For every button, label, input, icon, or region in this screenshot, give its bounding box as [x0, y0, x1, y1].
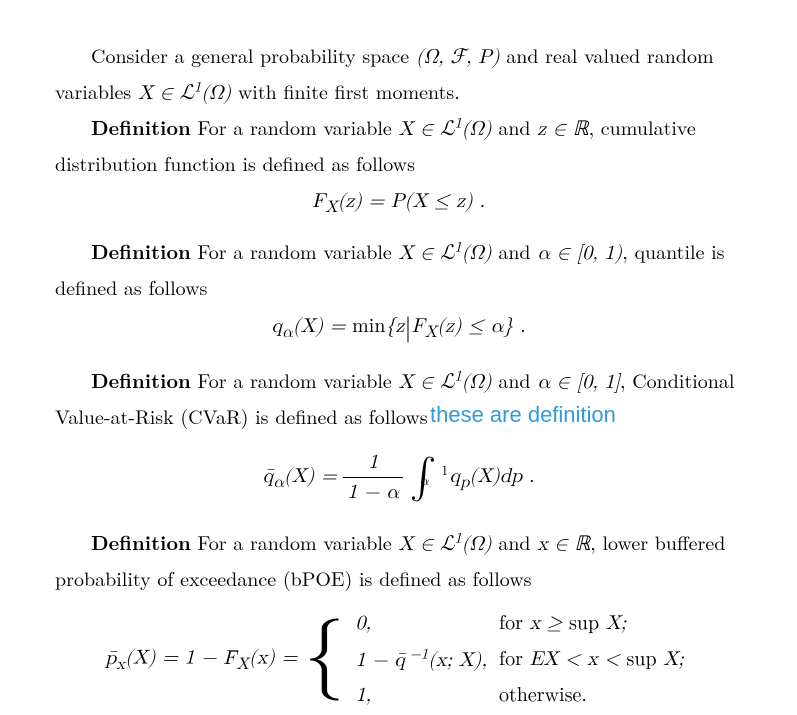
case-cond: otherwise. [499, 685, 587, 705]
int-lower: α [420, 461, 429, 501]
text: Consider a general probability space [91, 40, 416, 69]
text: For a random variable [191, 365, 399, 394]
text: and [492, 112, 538, 141]
def-quantile-line-2: defined as follows [55, 272, 742, 301]
alpha-in-01closed: α ∈ [0, 1] [537, 372, 620, 392]
int-upper: 1 [441, 451, 448, 491]
text: and [492, 236, 538, 265]
cdf-formula: FX(z) = P(X ≤ z) . [55, 187, 742, 220]
left-brace-icon: { [304, 614, 345, 696]
alpha-in-01open: α ∈ [0, 1) [537, 243, 622, 263]
text: and [492, 365, 538, 394]
text: , quantile is [622, 236, 724, 265]
cases-table: 0, for x ≥ sup X; 1 − q̄ −1(x; X), for E… [352, 606, 692, 713]
integral-icon: ∫ 1 α [410, 457, 437, 497]
text: Value-at-Risk (CVaR) is defined as follo… [55, 401, 428, 430]
def-cdf-line-2: distribution function is defined as foll… [55, 148, 742, 177]
text: probability of exceedance (bPOE) is defi… [55, 563, 532, 592]
intro-line-1: Consider a general probability space (Ω,… [55, 40, 742, 72]
text: defined as follows [55, 272, 207, 301]
l1-space-symbol: X ∈ ℒ1(Ω) [138, 83, 231, 103]
case-value: 0, [356, 613, 372, 633]
def-cvar-line-1: Definition For a random variable X ∈ ℒ1(… [55, 365, 742, 397]
def-bpoe-line-2: probability of exceedance (bPOE) is defi… [55, 563, 742, 592]
frac-num: 1 [343, 448, 403, 477]
text: For a random variable [191, 527, 399, 556]
quantile-formula: qα(X) = min{z|FX(z) ≤ α} . [55, 311, 742, 349]
cvar-formula: q̄α(X) = 1 1 − α ∫ 1 α qp(X)dp . [55, 448, 742, 507]
text: variables [55, 76, 138, 105]
definition-label: Definition [91, 236, 191, 265]
text: , cumulative [589, 112, 696, 141]
definition-label: Definition [91, 112, 191, 141]
definition-label: Definition [91, 527, 191, 556]
text: with finite first moments. [231, 76, 460, 105]
text: For a random variable [191, 236, 399, 265]
l1-space-symbol: X ∈ ℒ1(Ω) [398, 119, 491, 139]
case-row: 1 − q̄ −1(x; X), for EX < x < sup X; [352, 641, 692, 678]
text: , Conditional [620, 365, 734, 394]
text: distribution function is defined as foll… [55, 148, 415, 177]
l1-space-symbol: X ∈ ℒ1(Ω) [398, 534, 491, 554]
case-row: 1, otherwise. [352, 678, 692, 713]
def-cvar-line-2: Value-at-Risk (CVaR) is defined as follo… [55, 401, 742, 430]
case-value: 1, [356, 685, 372, 705]
text: , lower buffered [590, 527, 725, 556]
text: and real valued random [500, 40, 714, 69]
definition-label: Definition [91, 365, 191, 394]
l1-space-symbol: X ∈ ℒ1(Ω) [398, 243, 491, 263]
probability-space-symbol: (Ω, ℱ, P) [416, 47, 500, 67]
text: For a random variable [191, 112, 399, 141]
text: and [492, 527, 538, 556]
x-in-R: x ∈ ℝ [537, 534, 590, 554]
z-in-R: z ∈ ℝ [537, 119, 588, 139]
case-row: 0, for x ≥ sup X; [352, 606, 692, 641]
bpoe-formula: p̄x(X) = 1 − F̄X(x) = { 0, for x ≥ sup X… [55, 606, 742, 713]
def-bpoe-line-1: Definition For a random variable X ∈ ℒ1(… [55, 527, 742, 559]
def-quantile-line-1: Definition For a random variable X ∈ ℒ1(… [55, 236, 742, 268]
handwritten-annotation: these are definition [430, 399, 616, 431]
l1-space-symbol: X ∈ ℒ1(Ω) [398, 372, 491, 392]
intro-line-2: variables X ∈ ℒ1(Ω) with finite first mo… [55, 76, 742, 108]
def-cdf-line-1: Definition For a random variable X ∈ ℒ1(… [55, 112, 742, 144]
frac-den: 1 − α [343, 477, 403, 507]
